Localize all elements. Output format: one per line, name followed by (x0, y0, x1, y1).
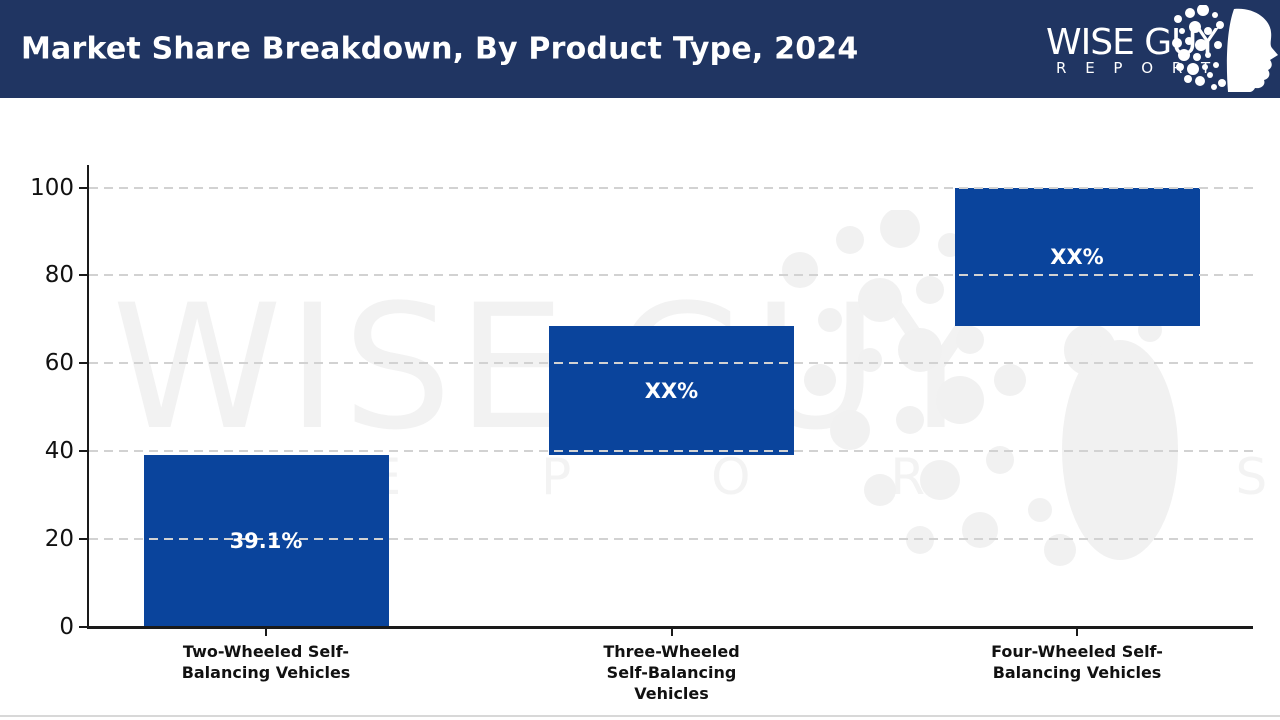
x-tick-2 (670, 628, 673, 636)
chart-bar-2 (549, 325, 794, 456)
y-tick-label-0: 0 (59, 614, 74, 640)
bar-value-label-2: XX% (644, 378, 699, 403)
gridline-y-100 (89, 186, 1253, 189)
bar-value-label-3: XX% (1050, 244, 1104, 269)
gridline-y-20 (89, 538, 1253, 541)
bar-value-label-1: 39.1% (229, 529, 303, 554)
x-axis-label-3: Four-Wheeled Self- Balancing Vehicles (991, 642, 1163, 682)
logo-face-icon (1172, 5, 1278, 92)
y-axis-line (87, 165, 89, 628)
gridline-y-40 (89, 450, 1253, 453)
y-tick-label-80: 80 (44, 262, 74, 289)
y-tick-20 (79, 538, 87, 541)
x-tick-1 (265, 628, 267, 636)
chart-bar-1 (143, 455, 389, 627)
chart-bar-3 (954, 187, 1200, 326)
x-axis-label-2: Three-Wheeled Self-Balancing Vehicles (603, 642, 740, 703)
y-tick-label-20: 20 (44, 526, 74, 553)
y-tick-60 (79, 362, 87, 365)
wise-guy-logo: WISE GUY R E P O R T S (1040, 0, 1280, 98)
y-tick-0 (79, 626, 87, 628)
page-title: Market Share Breakdown, By Product Type,… (21, 31, 859, 67)
footer-divider (0, 715, 1280, 717)
x-axis-label-1: Two-Wheeled Self- Balancing Vehicles (181, 642, 351, 682)
y-tick-40 (79, 450, 87, 453)
gridline-y-60 (89, 362, 1253, 365)
x-axis-line (87, 626, 1253, 629)
y-tick-label-100: 100 (30, 174, 74, 201)
y-tick-label-60: 60 (44, 350, 74, 377)
y-tick-100 (79, 186, 87, 189)
x-tick-3 (1076, 628, 1078, 636)
y-tick-label-40: 40 (44, 438, 74, 465)
gridline-y-80 (89, 274, 1253, 277)
y-tick-80 (79, 274, 87, 277)
header: Market Share Breakdown, By Product Type,… (0, 0, 1280, 98)
